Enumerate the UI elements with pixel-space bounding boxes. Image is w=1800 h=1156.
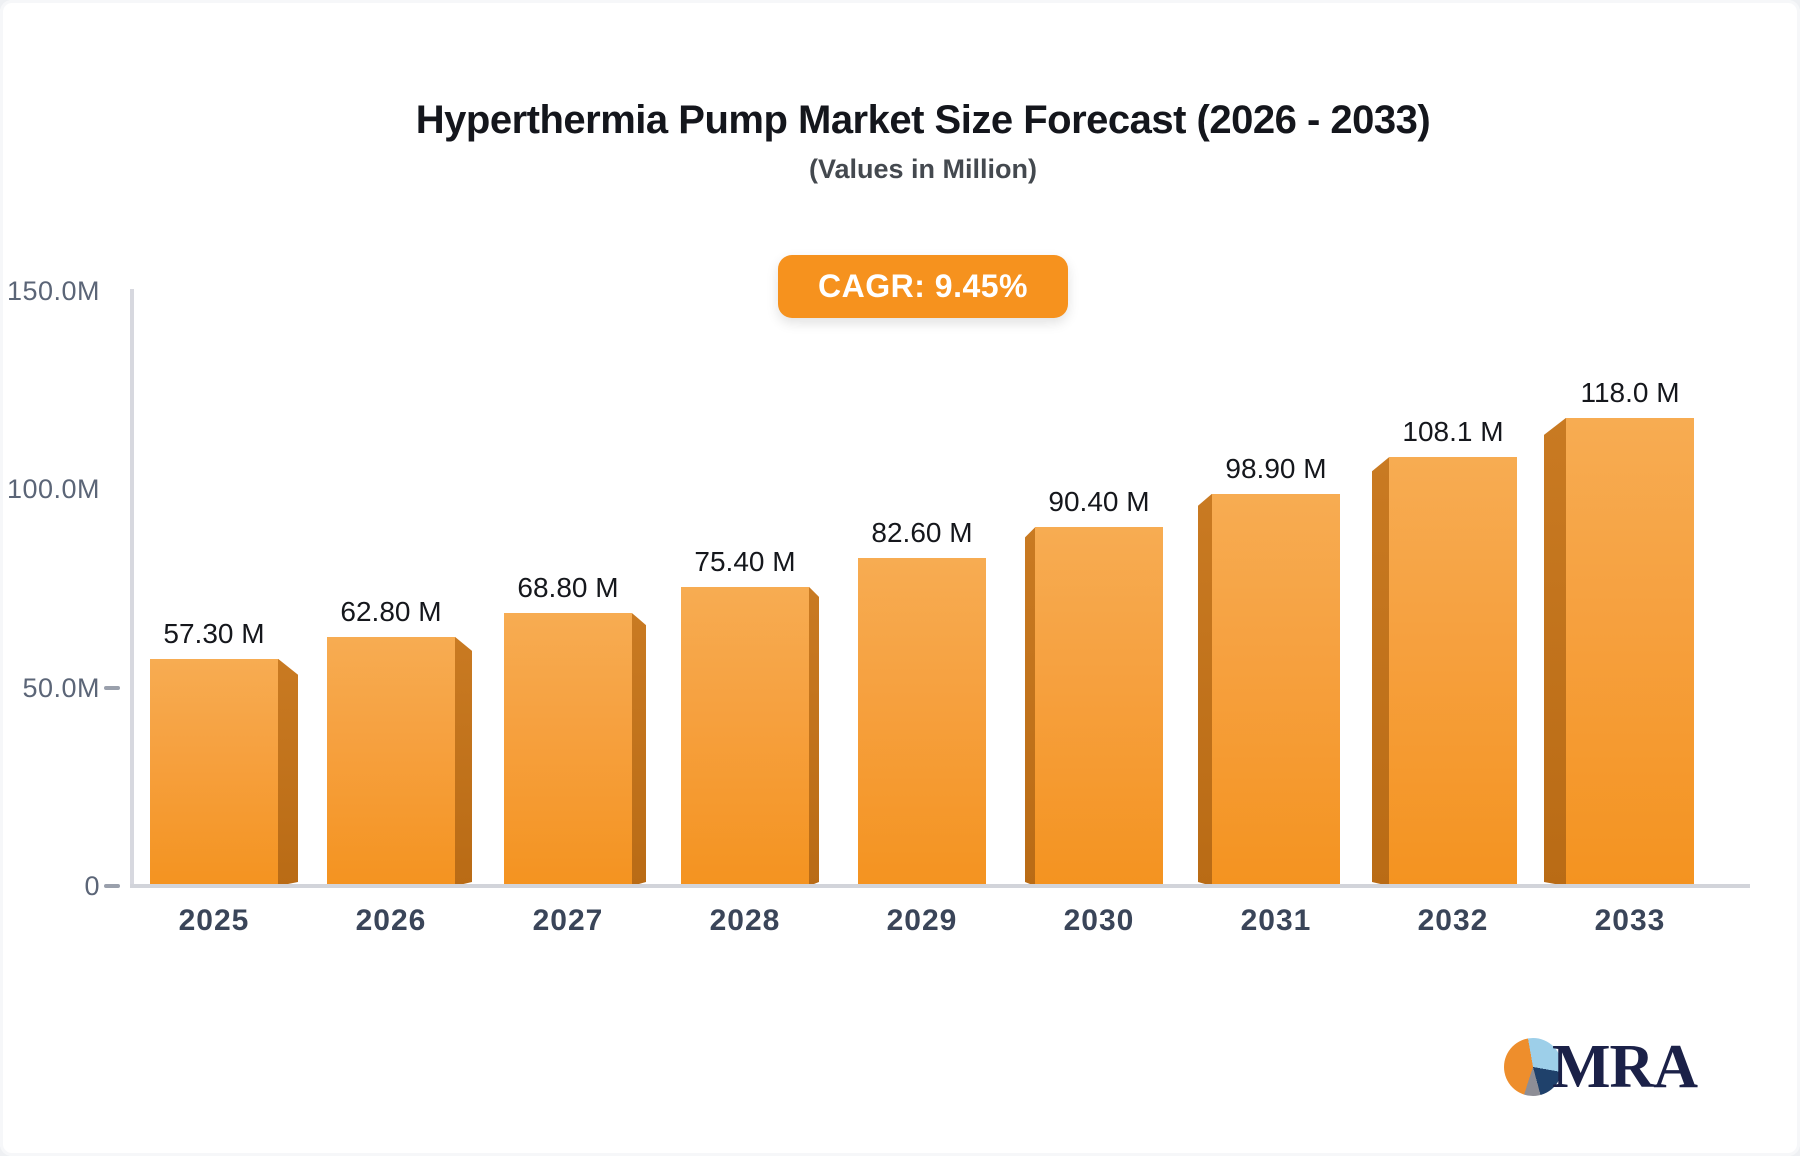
bar-3d-side xyxy=(1198,494,1212,886)
bar-2032 xyxy=(1389,457,1517,886)
mra-pie-logo-icon xyxy=(1504,1038,1562,1096)
bar-3d-side xyxy=(1025,527,1035,886)
bar-value-label: 57.30 M xyxy=(163,617,265,649)
bar-3d-side xyxy=(455,637,472,886)
bar-value-label: 118.0 M xyxy=(1580,376,1680,408)
x-axis-year-label: 2031 xyxy=(1240,904,1312,937)
x-axis-year-label: 2026 xyxy=(355,904,427,937)
y-axis-line xyxy=(130,289,134,888)
mra-logo-text: MRA xyxy=(1552,1033,1698,1101)
bar-3d-side xyxy=(632,613,646,886)
bar-value-label: 82.60 M xyxy=(871,517,973,549)
x-axis-year-label: 2030 xyxy=(1063,904,1135,937)
bar-value-label: 90.40 M xyxy=(1048,486,1150,518)
bar-value-label: 108.1 M xyxy=(1402,416,1504,448)
x-axis-year-label: 2027 xyxy=(532,904,604,937)
bar-2027 xyxy=(504,613,632,886)
y-axis-tick-mark xyxy=(104,685,120,690)
bar-2029 xyxy=(858,558,986,886)
y-axis-tick-mark xyxy=(104,884,120,888)
cagr-badge: CAGR: 9.45% xyxy=(778,255,1068,318)
chart-title: Hyperthermia Pump Market Size Forecast (… xyxy=(415,98,1431,142)
bar-2031 xyxy=(1212,493,1340,886)
x-axis-year-label: 2032 xyxy=(1417,904,1489,937)
bar-2025 xyxy=(150,658,278,886)
chart-subtitle: (Values in Million) xyxy=(808,154,1038,184)
bar-3d-side xyxy=(1544,418,1566,886)
chart-header: Hyperthermia Pump Market Size Forecast (… xyxy=(273,96,1573,186)
y-axis-tick-label: 50.0M xyxy=(22,672,100,703)
y-axis-tick-label: 150.0M xyxy=(6,276,100,306)
bar-value-label: 75.40 M xyxy=(694,545,796,577)
mra-logo: MRA xyxy=(1504,1033,1698,1101)
bar-3d-side xyxy=(278,659,298,886)
x-axis-year-label: 2029 xyxy=(886,904,958,937)
bar-2033 xyxy=(1566,417,1694,886)
bar-3d-side xyxy=(1372,457,1389,886)
bar-value-label: 62.80 M xyxy=(340,595,442,627)
bar-2030 xyxy=(1035,527,1163,886)
x-axis-year-label: 2033 xyxy=(1594,904,1666,937)
y-axis-tick-label: 100.0M xyxy=(6,474,100,505)
bar-value-label: 68.80 M xyxy=(517,572,619,604)
x-axis-year-label: 2025 xyxy=(178,904,250,937)
bar-2028 xyxy=(681,586,809,886)
bar-3d-side xyxy=(809,587,819,886)
x-axis-year-label: 2028 xyxy=(709,904,781,937)
y-axis-tick-label: 0 xyxy=(84,871,100,901)
bar-2026 xyxy=(327,636,455,886)
bar-value-label: 98.90 M xyxy=(1225,452,1327,484)
x-axis-baseline xyxy=(130,884,1750,888)
